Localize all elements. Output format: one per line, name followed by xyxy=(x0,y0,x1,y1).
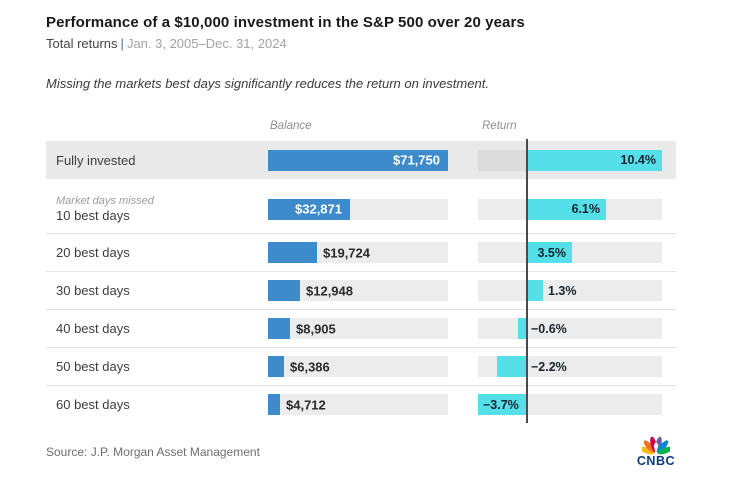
return-track: 6.1% xyxy=(478,198,662,220)
balance-track: $71,750 xyxy=(268,149,448,171)
table-row: 40 best days $8,905 −0.6% xyxy=(46,309,676,347)
return-bar xyxy=(526,198,606,220)
balance-value: $32,871 xyxy=(295,201,342,217)
return-value: 10.4% xyxy=(620,153,656,167)
return-value: 3.5% xyxy=(537,245,567,260)
row-label-cell: Market days missed 10 best days xyxy=(46,195,268,223)
row-label-cell: Fully invested xyxy=(46,153,268,168)
page-title: Performance of a $10,000 investment in t… xyxy=(46,14,525,31)
return-bar xyxy=(526,242,572,263)
balance-bar xyxy=(268,149,448,171)
row-label: 30 best days xyxy=(56,283,130,298)
column-header-return: Return xyxy=(482,120,517,132)
table-row: 50 best days $6,386 −2.2% xyxy=(46,347,676,385)
return-bar xyxy=(526,280,543,301)
return-value: −3.7% xyxy=(483,397,519,412)
chart-content: Performance of a $10,000 investment in t… xyxy=(46,0,676,468)
return-bar xyxy=(526,149,662,171)
table-row: 60 best days $4,712 −3.7% xyxy=(46,385,676,423)
balance-bar xyxy=(268,318,290,339)
peacock-icon xyxy=(641,436,670,455)
balance-track: $4,712 xyxy=(268,394,448,415)
balance-value: $8,905 xyxy=(296,321,336,336)
zero-baseline xyxy=(526,139,528,423)
table-row: 30 best days $12,948 1.3% xyxy=(46,271,676,309)
subtitle-separator: | xyxy=(120,36,124,51)
balance-track: $12,948 xyxy=(268,280,448,301)
table-row: 20 best days $19,724 3.5% xyxy=(46,233,676,271)
balance-track: $6,386 xyxy=(268,356,448,377)
row-label-cell: 20 best days xyxy=(46,245,268,260)
balance-bar xyxy=(268,242,317,263)
balance-track: $32,871 xyxy=(268,198,448,220)
row-label-cell: 50 best days xyxy=(46,359,268,374)
return-track: 10.4% xyxy=(478,149,662,171)
column-header-balance: Balance xyxy=(270,120,312,132)
row-label: 60 best days xyxy=(56,397,130,412)
balance-bar xyxy=(268,280,300,301)
subtitle-metric: Total returns xyxy=(46,36,118,51)
return-bar xyxy=(518,318,526,339)
cnbc-logo: CNBC xyxy=(637,436,675,468)
balance-value: $19,724 xyxy=(323,245,370,260)
return-value: −0.6% xyxy=(531,321,567,336)
chart-rows: Fully invested $71,750 10.4% Market days… xyxy=(46,139,676,423)
return-value: 1.3% xyxy=(548,283,577,298)
return-bar xyxy=(478,394,526,415)
row-sublabel: Market days missed xyxy=(56,195,154,207)
column-headers: Balance Return xyxy=(46,120,676,136)
source-attribution: Source: J.P. Morgan Asset Management xyxy=(46,445,260,459)
row-label: 40 best days xyxy=(56,321,130,336)
row-label: Fully invested xyxy=(56,152,136,168)
return-value: −2.2% xyxy=(531,359,567,374)
return-value: 6.1% xyxy=(571,202,601,216)
chart-footer: Source: J.P. Morgan Asset Management CNB… xyxy=(46,436,676,468)
table-row: Market days missed 10 best days $32,871 … xyxy=(46,185,676,233)
row-label: 10 best days xyxy=(56,208,130,223)
balance-bar xyxy=(268,198,350,220)
row-label: 50 best days xyxy=(56,359,130,374)
table-row: Fully invested $71,750 10.4% xyxy=(46,141,676,179)
row-label: 20 best days xyxy=(56,245,130,260)
balance-track: $8,905 xyxy=(268,318,448,339)
row-label-cell: 40 best days xyxy=(46,321,268,336)
balance-value: $6,386 xyxy=(290,359,330,374)
cnbc-wordmark: CNBC xyxy=(636,454,675,468)
return-track: 1.3% xyxy=(478,280,662,301)
row-label-cell: 30 best days xyxy=(46,283,268,298)
subtitle: Total returns | Jan. 3, 2005–Dec. 31, 2024 xyxy=(46,36,676,51)
return-track: −3.7% xyxy=(478,394,662,415)
return-track: −0.6% xyxy=(478,318,662,339)
chart-note: Missing the markets best days significan… xyxy=(46,76,489,91)
balance-value: $12,948 xyxy=(306,283,353,298)
balance-track: $19,724 xyxy=(268,242,448,263)
subtitle-daterange: Jan. 3, 2005–Dec. 31, 2024 xyxy=(126,36,287,51)
balance-bar xyxy=(268,394,280,415)
return-track: 3.5% xyxy=(478,242,662,263)
return-bar xyxy=(497,356,526,377)
balance-value: $71,750 xyxy=(393,152,440,168)
return-track: −2.2% xyxy=(478,356,662,377)
balance-value: $4,712 xyxy=(286,397,326,412)
row-label-cell: 60 best days xyxy=(46,397,268,412)
balance-bar xyxy=(268,356,284,377)
